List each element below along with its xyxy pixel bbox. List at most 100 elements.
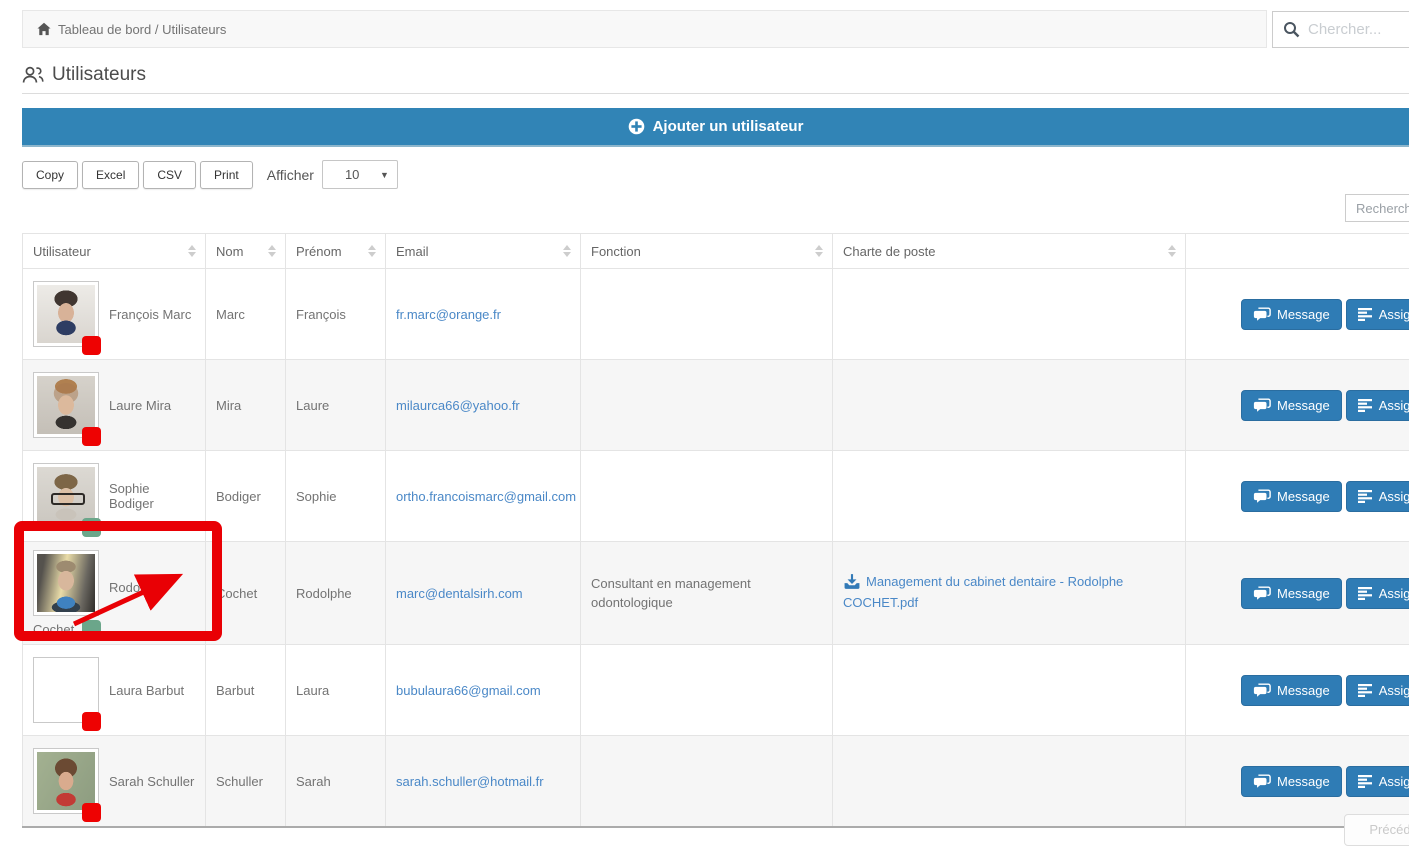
users-table: Utilisateur Nom Prénom Email Fonction Ch…	[22, 233, 1409, 828]
assign-list-icon	[1357, 489, 1372, 503]
avatar	[33, 550, 99, 616]
sort-icon[interactable]	[1168, 245, 1176, 257]
fonction-cell: Consultant en management odontologique	[580, 541, 833, 645]
assigner-button[interactable]: Assigner	[1345, 674, 1409, 706]
email-link[interactable]: fr.marc@orange.fr	[396, 306, 501, 322]
charte-download-link[interactable]: Management du cabinet dentaire - Rodolph…	[843, 574, 1124, 610]
avatar	[33, 748, 101, 822]
assign-list-icon	[1357, 586, 1372, 600]
header-email[interactable]: Email	[385, 233, 581, 269]
message-button[interactable]: Message	[1241, 298, 1342, 330]
home-icon	[37, 22, 51, 36]
avatar	[33, 281, 101, 355]
message-button[interactable]: Message	[1241, 765, 1342, 797]
status-indicator	[82, 518, 101, 537]
prenom-cell: Laura	[285, 644, 386, 736]
header-fonction[interactable]: Fonction	[580, 233, 833, 269]
copy-button[interactable]: Copy	[22, 160, 79, 189]
assigner-button[interactable]: Assigner	[1345, 480, 1409, 512]
prenom-cell: Sarah	[285, 735, 386, 828]
download-icon	[844, 574, 860, 590]
header-utilisateur[interactable]: Utilisateur	[22, 233, 206, 269]
charte-cell	[832, 735, 1186, 828]
fonction-cell	[580, 735, 833, 828]
assigner-button[interactable]: Assigner	[1345, 298, 1409, 330]
status-indicator	[82, 427, 101, 446]
sort-icon[interactable]	[188, 245, 196, 257]
fonction-cell	[580, 268, 833, 360]
email-link[interactable]: milaurca66@yahoo.fr	[396, 397, 520, 413]
email-link[interactable]: sarah.schuller@hotmail.fr	[396, 773, 544, 789]
sort-icon[interactable]	[563, 245, 571, 257]
avatar	[33, 657, 101, 731]
message-button[interactable]: Message	[1241, 674, 1342, 706]
charte-cell	[832, 359, 1186, 451]
assign-list-icon	[1357, 398, 1372, 412]
charte-cell: Management du cabinet dentaire - Rodolph…	[832, 541, 1186, 645]
table-row: Sarah Schuller Schuller Sarah sarah.schu…	[22, 735, 1409, 828]
assigner-button[interactable]: Assigner	[1345, 577, 1409, 609]
status-indicator	[82, 620, 102, 639]
excel-button[interactable]: Excel	[82, 160, 140, 189]
csv-button[interactable]: CSV	[143, 160, 197, 189]
nom-cell: Mira	[205, 359, 286, 451]
table-row: Sophie Bodiger Bodiger Sophie ortho.fran…	[22, 450, 1409, 542]
nom-cell: Barbut	[205, 644, 286, 736]
page-length-select[interactable]: 10 ▼	[321, 160, 398, 189]
nom-cell: Cochet	[205, 541, 286, 645]
assign-list-icon	[1357, 774, 1372, 788]
user-display-name: Sophie Bodiger	[109, 481, 154, 511]
assigner-button[interactable]: Assigner	[1345, 389, 1409, 421]
breadcrumb[interactable]: Tableau de bord / Utilisateurs	[22, 10, 1267, 48]
email-link[interactable]: ortho.francoismarc@gmail.com	[396, 488, 577, 504]
email-link[interactable]: bubulaura66@gmail.com	[396, 682, 541, 698]
user-display-name: Laura Barbut	[109, 682, 185, 698]
avatar	[33, 372, 101, 446]
chevron-down-icon: ▼	[380, 169, 389, 180]
page-length-label: Afficher	[266, 166, 314, 183]
add-user-button[interactable]: Ajouter un utilisateur	[22, 108, 1409, 147]
prenom-cell: Rodolphe	[285, 541, 386, 645]
charte-cell	[832, 450, 1186, 542]
assigner-button[interactable]: Assigner	[1345, 765, 1409, 797]
add-user-label: Ajouter un utilisateur	[652, 118, 804, 135]
sort-icon[interactable]	[368, 245, 376, 257]
table-filter-input[interactable]	[1345, 194, 1409, 222]
global-search-input[interactable]	[1308, 21, 1409, 38]
breadcrumb-text: Tableau de bord / Utilisateurs	[58, 21, 227, 37]
message-icon	[1253, 488, 1271, 503]
page-title-text: Utilisateurs	[52, 64, 146, 85]
table-row-rodolphe: Rodolphe Cochet Cochet Rodolphe marc@den…	[22, 541, 1409, 645]
message-icon	[1253, 306, 1271, 321]
users-icon	[22, 66, 44, 83]
user-display-name: Laure Mira	[109, 397, 172, 413]
status-indicator	[82, 803, 101, 822]
email-link[interactable]: marc@dentalsirh.com	[396, 585, 523, 601]
fonction-cell	[580, 450, 833, 542]
global-search[interactable]	[1272, 11, 1409, 48]
message-icon	[1253, 397, 1271, 412]
status-indicator	[82, 712, 101, 731]
fonction-cell	[580, 359, 833, 451]
user-display-name-below: Cochet	[33, 622, 75, 637]
assign-list-icon	[1357, 683, 1372, 697]
nom-cell: Schuller	[205, 735, 286, 828]
print-button[interactable]: Print	[200, 160, 253, 189]
message-icon	[1253, 682, 1271, 697]
message-button[interactable]: Message	[1241, 480, 1342, 512]
header-prenom[interactable]: Prénom	[285, 233, 386, 269]
title-divider	[22, 93, 1409, 94]
table-row: Laure Mira Mira Laure milaurca66@yahoo.f…	[22, 359, 1409, 451]
message-button[interactable]: Message	[1241, 389, 1342, 421]
prenom-cell: Laure	[285, 359, 386, 451]
sort-icon[interactable]	[268, 245, 276, 257]
pagination-previous-button[interactable]: Précédent	[1344, 814, 1409, 846]
avatar	[33, 463, 101, 537]
header-charte[interactable]: Charte de poste	[832, 233, 1186, 269]
user-display-name: Rodolphe	[109, 580, 165, 595]
sort-icon[interactable]	[815, 245, 823, 257]
nom-cell: Bodiger	[205, 450, 286, 542]
plus-circle-icon	[628, 118, 644, 135]
header-nom[interactable]: Nom	[205, 233, 286, 269]
message-button[interactable]: Message	[1241, 577, 1342, 609]
